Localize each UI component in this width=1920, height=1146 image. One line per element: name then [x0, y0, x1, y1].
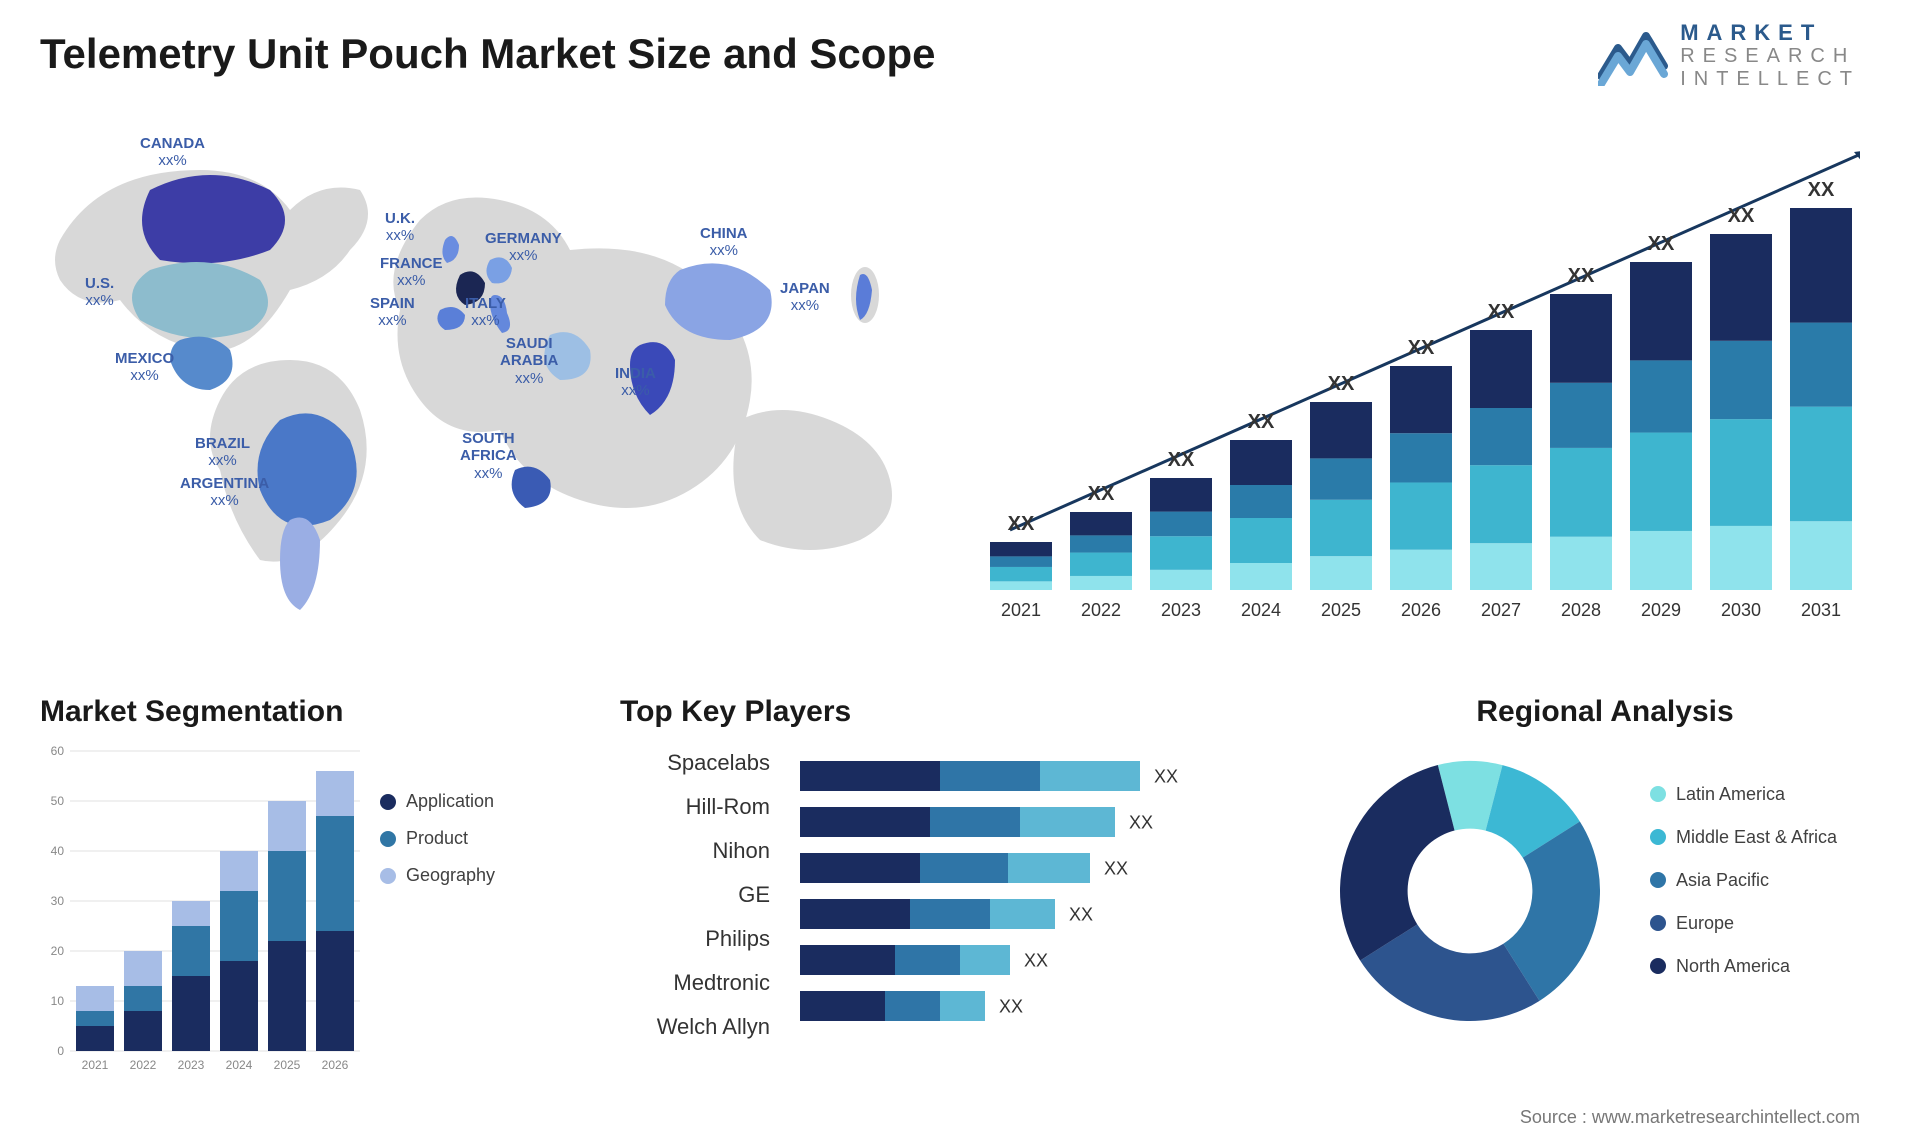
legend-item: North America [1650, 956, 1837, 977]
map-argentina [280, 518, 320, 611]
map-canada [142, 175, 285, 263]
segmentation-section: Market Segmentation 0 10 20 30 40 50 60 2021 202… [40, 695, 600, 1081]
map-label: INDIAxx% [615, 365, 656, 400]
svg-text:50: 50 [51, 794, 65, 808]
regional-section: Regional Analysis Latin America Middle Ea… [1320, 695, 1890, 1041]
legend-item: Geography [380, 865, 495, 886]
page-title: Telemetry Unit Pouch Market Size and Sco… [40, 30, 935, 78]
map-label: SPAINxx% [370, 295, 415, 330]
map-label: JAPANxx% [780, 280, 830, 315]
svg-text:2028: 2028 [1561, 600, 1601, 620]
svg-text:XX: XX [999, 997, 1023, 1017]
map-label: SAUDIARABIAxx% [500, 335, 558, 387]
svg-text:2027: 2027 [1481, 600, 1521, 620]
svg-text:2024: 2024 [226, 1058, 253, 1072]
svg-text:10: 10 [51, 994, 65, 1008]
map-label: FRANCExx% [380, 255, 443, 290]
legend-item: Middle East & Africa [1650, 827, 1837, 848]
svg-text:XX: XX [1648, 233, 1675, 255]
map-label: CANADAxx% [140, 135, 205, 170]
legend-item: Product [380, 828, 495, 849]
map-mexico [170, 337, 233, 390]
svg-text:2025: 2025 [274, 1058, 301, 1072]
forecast-svg: XX 2021 XX 2022 XX 2023 XX 2024 XX 2025 XX 2026 XX 20… [980, 120, 1860, 640]
svg-text:2023: 2023 [178, 1058, 205, 1072]
segmentation-title: Market Segmentation [40, 695, 600, 729]
svg-text:2026: 2026 [1401, 600, 1441, 620]
svg-text:XX: XX [1088, 483, 1115, 505]
map-label: SOUTHAFRICAxx% [460, 430, 517, 482]
map-label: U.K.xx% [385, 210, 415, 245]
svg-text:2021: 2021 [82, 1058, 109, 1072]
regional-donut-svg [1320, 741, 1620, 1041]
svg-text:XX: XX [1488, 301, 1515, 323]
svg-text:XX: XX [1408, 337, 1435, 359]
map-label: GERMANYxx% [485, 230, 562, 265]
player-name: GE [620, 873, 770, 917]
legend-item: Latin America [1650, 784, 1837, 805]
player-name: Philips [620, 917, 770, 961]
svg-text:60: 60 [51, 744, 65, 758]
legend-item: Application [380, 791, 495, 812]
players-name-list: SpacelabsHill-RomNihonGEPhilipsMedtronic… [620, 741, 770, 1081]
svg-text:XX: XX [1568, 265, 1595, 287]
map-label: MEXICOxx% [115, 350, 174, 385]
svg-text:2029: 2029 [1641, 600, 1681, 620]
svg-text:2022: 2022 [130, 1058, 157, 1072]
svg-text:XX: XX [1129, 813, 1153, 833]
svg-text:2025: 2025 [1321, 600, 1361, 620]
svg-text:XX: XX [1328, 373, 1355, 395]
source-text: Source : www.marketresearchintellect.com [1520, 1107, 1860, 1128]
svg-text:2021: 2021 [1001, 600, 1041, 620]
svg-text:XX: XX [1008, 513, 1035, 535]
players-title: Top Key Players [620, 695, 1360, 729]
svg-text:2026: 2026 [322, 1058, 349, 1072]
svg-text:XX: XX [1024, 951, 1048, 971]
svg-text:30: 30 [51, 894, 65, 908]
svg-text:XX: XX [1248, 411, 1275, 433]
svg-text:2023: 2023 [1161, 600, 1201, 620]
map-label: ITALYxx% [465, 295, 506, 330]
player-name: Welch Allyn [620, 1005, 770, 1049]
logo-line2: RESEARCH [1680, 45, 1860, 68]
regional-legend: Latin America Middle East & Africa Asia Pa… [1650, 784, 1837, 999]
logo-line1: MARKET [1680, 20, 1860, 45]
regional-title: Regional Analysis [1320, 695, 1890, 729]
player-name: Hill-Rom [620, 785, 770, 829]
svg-text:20: 20 [51, 944, 65, 958]
players-section: Top Key Players SpacelabsHill-RomNihonGE… [620, 695, 1360, 1081]
brand-logo: MARKET RESEARCH INTELLECT [1598, 20, 1860, 91]
legend-item: Asia Pacific [1650, 870, 1837, 891]
world-map-svg [40, 120, 940, 640]
legend-item: Europe [1650, 913, 1837, 934]
svg-text:2031: 2031 [1801, 600, 1841, 620]
forecast-chart: XX 2021 XX 2022 XX 2023 XX 2024 XX 2025 XX 2026 XX 20… [980, 120, 1860, 640]
player-name: Spacelabs [620, 741, 770, 785]
segmentation-svg: 0 10 20 30 40 50 60 2021 2022 2023 2024 2025 2026 [40, 741, 370, 1081]
segmentation-legend: Application Product Geography [380, 791, 495, 902]
svg-text:2024: 2024 [1241, 600, 1281, 620]
svg-text:XX: XX [1069, 905, 1093, 925]
svg-text:XX: XX [1808, 179, 1835, 201]
svg-text:XX: XX [1728, 205, 1755, 227]
logo-mark-icon [1598, 26, 1668, 86]
players-svg: XX XX XX XX XX XX [800, 741, 1320, 1071]
svg-text:40: 40 [51, 844, 65, 858]
logo-line3: INTELLECT [1680, 68, 1860, 91]
map-label: U.S.xx% [85, 275, 114, 310]
player-name: Medtronic [620, 961, 770, 1005]
map-label: ARGENTINAxx% [180, 475, 269, 510]
svg-text:0: 0 [57, 1044, 64, 1058]
svg-text:XX: XX [1154, 767, 1178, 787]
svg-text:XX: XX [1168, 449, 1195, 471]
map-label: CHINAxx% [700, 225, 748, 260]
map-label: BRAZILxx% [195, 435, 250, 470]
svg-text:2030: 2030 [1721, 600, 1761, 620]
player-name: Nihon [620, 829, 770, 873]
world-map: CANADAxx% U.S.xx% MEXICOxx% BRAZILxx% ARGENT… [40, 120, 940, 640]
svg-text:XX: XX [1104, 859, 1128, 879]
svg-text:2022: 2022 [1081, 600, 1121, 620]
